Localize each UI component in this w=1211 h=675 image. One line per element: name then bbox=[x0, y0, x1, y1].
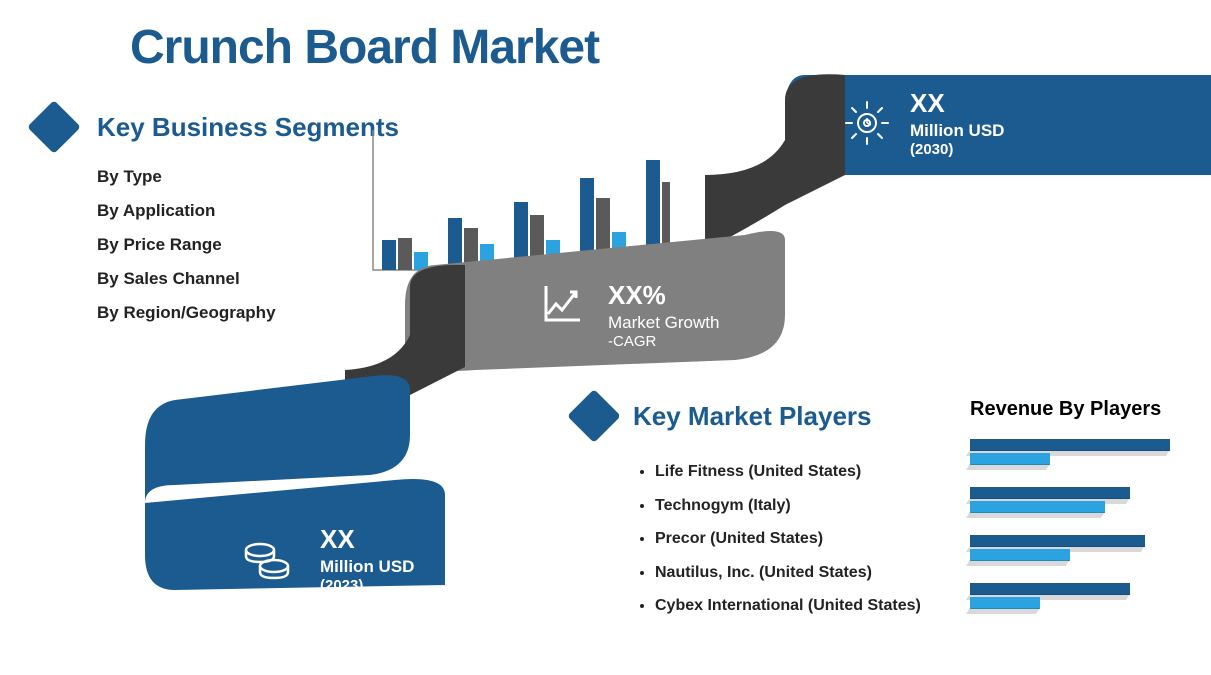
metric-sublabel: -CAGR bbox=[608, 333, 719, 350]
page-title: Crunch Board Market bbox=[130, 20, 599, 75]
segment-item: By Price Range bbox=[97, 228, 399, 262]
player-item: Cybex International (United States) bbox=[655, 589, 945, 623]
metric-label: Market Growth bbox=[608, 313, 719, 333]
segment-item: By Region/Geography bbox=[97, 296, 399, 330]
metric-value: XX bbox=[910, 88, 1004, 119]
player-item: Nautilus, Inc. (United States) bbox=[655, 556, 945, 590]
player-item: Technogym (Italy) bbox=[655, 489, 945, 523]
segment-item: By Sales Channel bbox=[97, 262, 399, 296]
metric-2030: XX Million USD (2030) bbox=[842, 88, 1004, 158]
bar-chart bbox=[360, 125, 670, 280]
lightbulb-icon bbox=[842, 98, 892, 148]
revenue-heading: Revenue By Players bbox=[970, 398, 1190, 421]
metric-value: XX bbox=[320, 524, 414, 555]
players-heading: Key Market Players bbox=[633, 401, 871, 432]
growth-chart-icon bbox=[540, 280, 586, 326]
segment-item: By Type bbox=[97, 160, 399, 194]
segments-list: By Type By Application By Price Range By… bbox=[97, 160, 399, 330]
metric-sublabel: (2023) bbox=[320, 577, 414, 594]
revenue-section: Revenue By Players bbox=[970, 398, 1190, 631]
player-item: Precor (United States) bbox=[655, 522, 945, 556]
metric-label: Million USD bbox=[910, 121, 1004, 141]
metric-2023: XX Million USD (2023) bbox=[240, 524, 414, 594]
segment-item: By Application bbox=[97, 194, 399, 228]
metric-label: Million USD bbox=[320, 557, 414, 577]
segments-section: Key Business Segments By Type By Applica… bbox=[35, 108, 399, 330]
metric-cagr: XX% Market Growth -CAGR bbox=[540, 280, 719, 350]
revenue-bars bbox=[970, 439, 1190, 613]
players-list: Life Fitness (United States) Technogym (… bbox=[645, 455, 945, 623]
diamond-icon bbox=[567, 389, 621, 443]
player-item: Life Fitness (United States) bbox=[655, 455, 945, 489]
segments-heading: Key Business Segments bbox=[97, 112, 399, 143]
players-section: Key Market Players Life Fitness (United … bbox=[575, 397, 945, 623]
coins-icon bbox=[240, 536, 296, 582]
metric-value: XX% bbox=[608, 280, 719, 311]
metric-sublabel: (2030) bbox=[910, 141, 1004, 158]
diamond-icon bbox=[27, 100, 81, 154]
